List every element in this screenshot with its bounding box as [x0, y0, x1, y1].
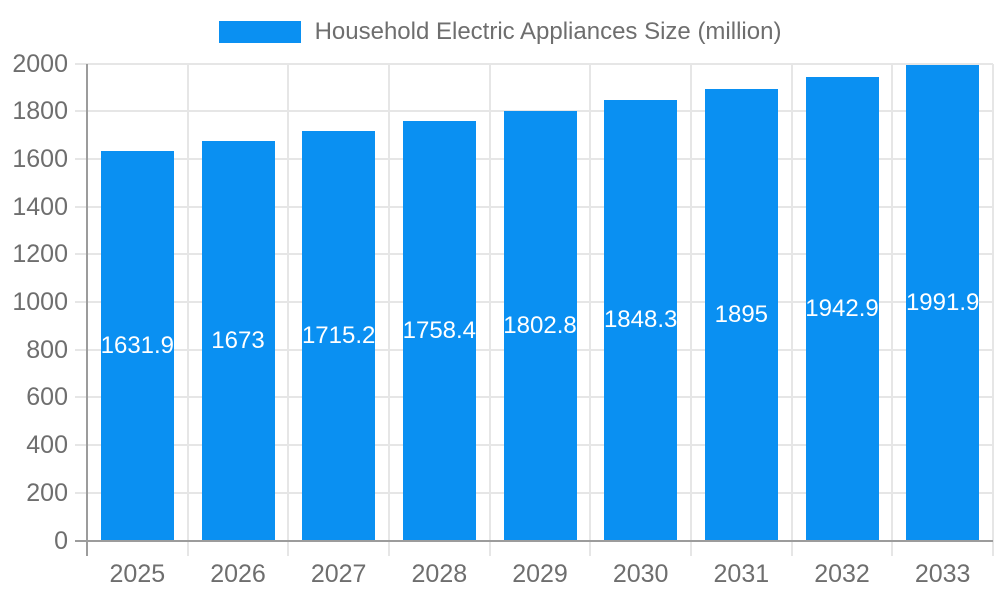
gridline-vertical	[891, 63, 894, 556]
y-tick-label-1000: 1000	[12, 288, 68, 316]
gridline-vertical	[287, 63, 290, 556]
y-tick-label-1200: 1200	[12, 240, 68, 269]
y-tick-label-400: 400	[26, 431, 68, 460]
bar-value-label-2026: 1673	[211, 326, 265, 354]
x-tick-label-2025: 2025	[109, 560, 166, 588]
gridline-vertical	[589, 63, 592, 556]
bar-2027: 1715.2	[301, 131, 376, 541]
gridline-horizontal	[75, 62, 993, 65]
y-tick-label-800: 800	[26, 335, 68, 364]
y-tick-label-0: 0	[54, 526, 68, 555]
bar-value-label-2031: 1895	[714, 300, 769, 328]
x-tick-label-2028: 2028	[411, 560, 468, 588]
gridline-vertical	[690, 63, 692, 556]
bar-value-label-2030: 1848.3	[603, 306, 678, 334]
bar-2031: 1895	[704, 88, 778, 541]
x-tick-label-2026: 2026	[210, 560, 266, 588]
chart-legend: Household Electric Appliances Size (mill…	[0, 18, 1000, 46]
y-tick-label-2000: 2000	[12, 49, 68, 78]
bar-value-label-2025: 1631.9	[100, 331, 175, 359]
bar-value-label-2033: 1991.9	[905, 288, 980, 316]
y-tick-label-200: 200	[26, 478, 68, 507]
x-tick-label-2033: 2033	[914, 560, 971, 588]
x-axis-line	[75, 539, 993, 542]
x-tick-label-2032: 2032	[814, 560, 870, 588]
y-tick-label-1800: 1800	[12, 97, 68, 126]
x-tick-label-2027: 2027	[310, 560, 367, 588]
x-tick-label-2030: 2030	[612, 560, 669, 588]
bar-2025: 1631.9	[100, 151, 175, 541]
gridline-vertical	[790, 63, 793, 556]
x-tick-label-2029: 2029	[512, 560, 568, 588]
legend-series-label: Household Electric Appliances Size (mill…	[314, 18, 782, 45]
bar-2029: 1802.8	[503, 110, 577, 541]
bar-2032: 1942.9	[805, 77, 879, 541]
bar-2028: 1758.4	[402, 121, 477, 541]
gridline-vertical	[186, 63, 189, 556]
legend-swatch-icon	[218, 21, 301, 43]
bar-2030: 1848.3	[603, 99, 678, 541]
y-tick-label-1400: 1400	[12, 192, 68, 221]
bar-value-label-2027: 1715.2	[301, 321, 376, 349]
bar-value-label-2032: 1942.9	[805, 294, 879, 322]
gridline-vertical	[992, 63, 994, 556]
bar-value-label-2029: 1802.8	[503, 311, 577, 339]
y-tick-label-600: 600	[26, 383, 68, 412]
bar-2033: 1991.9	[905, 65, 980, 541]
gridline-vertical	[488, 63, 491, 556]
x-tick-label-2031: 2031	[713, 560, 770, 588]
y-axis-line	[86, 63, 88, 556]
gridline-vertical	[388, 63, 390, 556]
bar-2026: 1673	[201, 141, 275, 541]
y-tick-label-1600: 1600	[12, 144, 68, 173]
bar-value-label-2028: 1758.4	[402, 316, 477, 344]
